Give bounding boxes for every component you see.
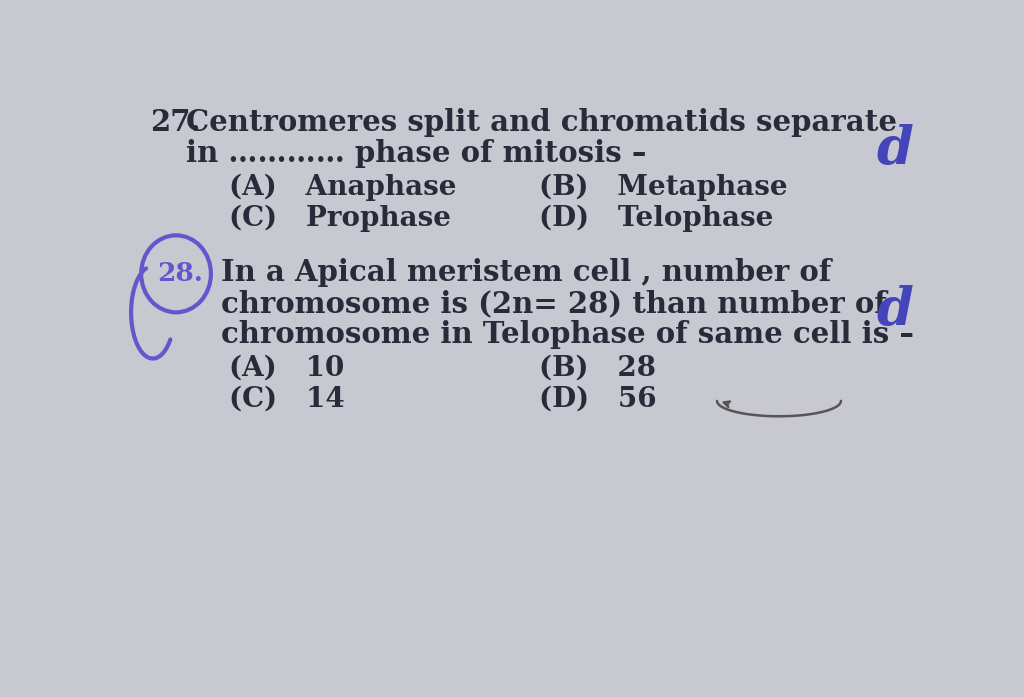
Text: (D)   Telophase: (D) Telophase: [539, 204, 773, 232]
Text: (A)   10: (A) 10: [228, 355, 344, 382]
Text: d: d: [877, 285, 913, 337]
Text: d: d: [877, 123, 913, 175]
Text: (B)   28: (B) 28: [539, 355, 655, 382]
Text: (B)   Metaphase: (B) Metaphase: [539, 174, 787, 201]
Text: in ………… phase of mitosis –: in ………… phase of mitosis –: [186, 139, 646, 168]
Text: (A)   Anaphase: (A) Anaphase: [228, 174, 457, 201]
Text: In a Apical meristem cell , number of: In a Apical meristem cell , number of: [221, 259, 831, 287]
Text: 27.: 27.: [150, 108, 201, 137]
Text: chromosome in Telophase of same cell is –: chromosome in Telophase of same cell is …: [221, 320, 914, 349]
Text: chromosome is (2n= 28) than number of: chromosome is (2n= 28) than number of: [221, 289, 887, 319]
Text: 28.: 28.: [157, 261, 203, 286]
Text: Centromeres split and chromatids separate: Centromeres split and chromatids separat…: [186, 108, 897, 137]
Text: (C)   Prophase: (C) Prophase: [228, 204, 451, 232]
Text: (D)   56: (D) 56: [539, 385, 656, 413]
Text: (C)   14: (C) 14: [228, 385, 344, 413]
